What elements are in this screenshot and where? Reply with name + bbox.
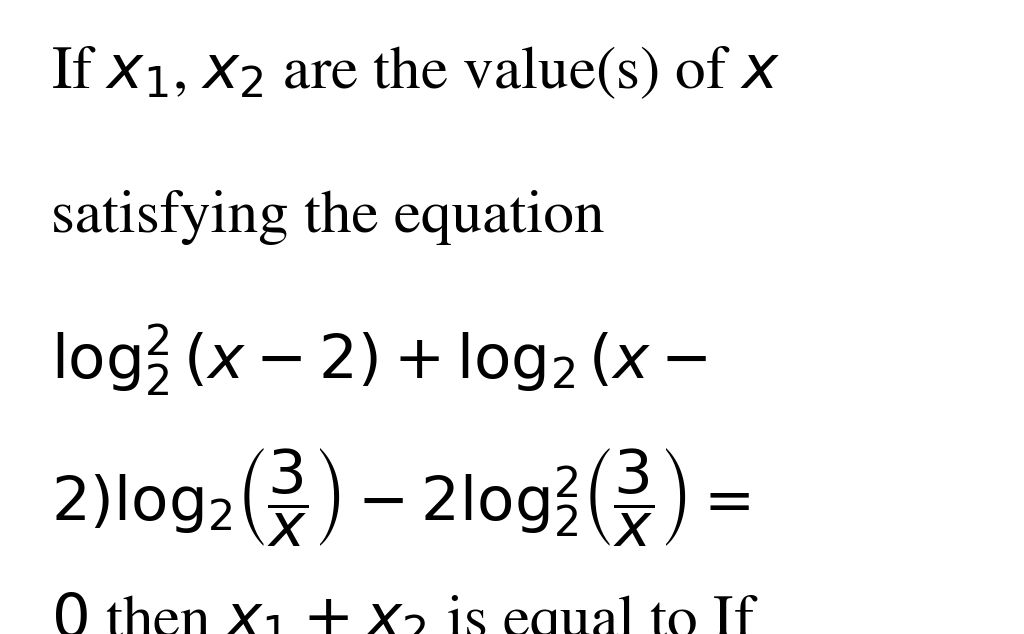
- Text: $0$ then $x_1+x_2$ is equal to If: $0$ then $x_1+x_2$ is equal to If: [51, 590, 759, 634]
- Text: $2)\log_2\!\left(\dfrac{3}{x}\right)-2\log_2^2\!\left(\dfrac{3}{x}\right)=$: $2)\log_2\!\left(\dfrac{3}{x}\right)-2\l…: [51, 447, 751, 549]
- Text: If $x_1$, $x_2$ are the value(s) of $x$: If $x_1$, $x_2$ are the value(s) of $x$: [51, 44, 780, 101]
- Text: $\log_2^2(x-2)+\log_2(x-$: $\log_2^2(x-2)+\log_2(x-$: [51, 323, 708, 398]
- Text: satisfying the equation: satisfying the equation: [51, 190, 605, 245]
